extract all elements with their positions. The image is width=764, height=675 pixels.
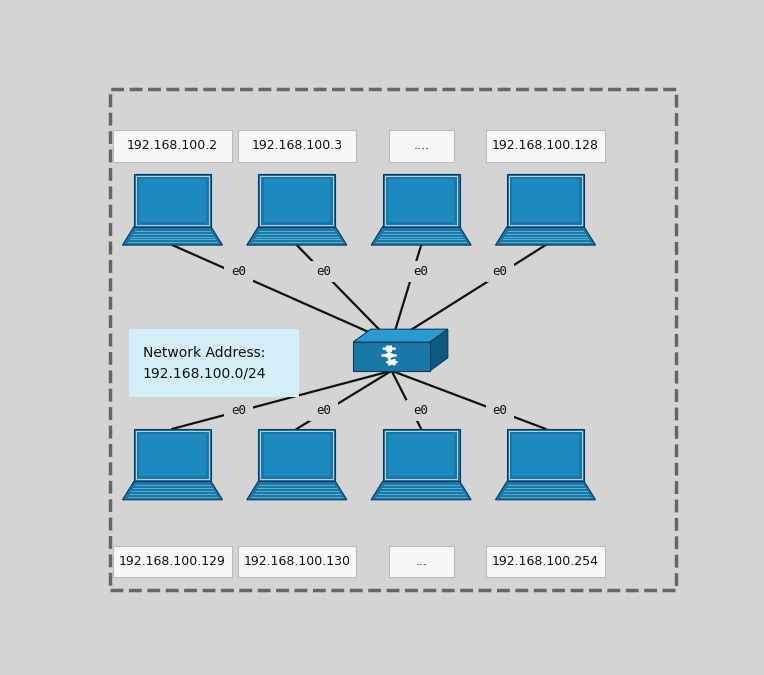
FancyBboxPatch shape: [129, 329, 299, 397]
Text: e0: e0: [316, 265, 331, 278]
FancyBboxPatch shape: [486, 400, 514, 421]
Polygon shape: [247, 227, 347, 245]
Polygon shape: [247, 481, 347, 500]
Text: 192.168.100.129: 192.168.100.129: [119, 556, 226, 568]
FancyBboxPatch shape: [139, 179, 206, 222]
Polygon shape: [371, 227, 471, 245]
FancyBboxPatch shape: [238, 546, 356, 577]
FancyBboxPatch shape: [353, 342, 430, 371]
FancyBboxPatch shape: [224, 261, 253, 282]
FancyBboxPatch shape: [383, 429, 460, 481]
FancyBboxPatch shape: [309, 400, 338, 421]
Text: e0: e0: [231, 404, 246, 417]
Text: e0: e0: [316, 404, 331, 417]
Text: e0: e0: [413, 404, 428, 417]
FancyBboxPatch shape: [264, 179, 330, 222]
Text: ....: ....: [413, 140, 429, 153]
Text: e0: e0: [492, 404, 507, 417]
FancyBboxPatch shape: [487, 546, 605, 577]
FancyBboxPatch shape: [224, 400, 253, 421]
Polygon shape: [430, 329, 448, 371]
FancyBboxPatch shape: [258, 429, 335, 481]
Polygon shape: [122, 481, 222, 500]
Text: 192.168.100.3: 192.168.100.3: [251, 140, 342, 153]
FancyBboxPatch shape: [507, 174, 584, 227]
FancyBboxPatch shape: [113, 546, 231, 577]
Polygon shape: [496, 481, 595, 500]
FancyBboxPatch shape: [113, 130, 231, 161]
Text: e0: e0: [492, 265, 507, 278]
FancyBboxPatch shape: [388, 179, 455, 222]
FancyBboxPatch shape: [238, 130, 356, 161]
Text: e0: e0: [231, 265, 246, 278]
FancyBboxPatch shape: [486, 261, 514, 282]
FancyBboxPatch shape: [134, 429, 211, 481]
FancyBboxPatch shape: [134, 174, 211, 227]
FancyBboxPatch shape: [406, 400, 435, 421]
FancyBboxPatch shape: [389, 546, 454, 577]
FancyBboxPatch shape: [487, 130, 605, 161]
FancyBboxPatch shape: [388, 433, 455, 477]
FancyBboxPatch shape: [258, 174, 335, 227]
FancyBboxPatch shape: [406, 261, 435, 282]
Text: ...: ...: [415, 556, 427, 568]
FancyBboxPatch shape: [309, 261, 338, 282]
FancyBboxPatch shape: [513, 179, 578, 222]
Text: 192.168.100.128: 192.168.100.128: [492, 140, 599, 153]
FancyBboxPatch shape: [513, 433, 578, 477]
Text: e0: e0: [413, 265, 428, 278]
FancyBboxPatch shape: [110, 89, 676, 591]
Text: 192.168.100.130: 192.168.100.130: [243, 556, 351, 568]
Text: Network Address:
192.168.100.0/24: Network Address: 192.168.100.0/24: [143, 346, 267, 380]
FancyBboxPatch shape: [507, 429, 584, 481]
Polygon shape: [122, 227, 222, 245]
Text: 192.168.100.2: 192.168.100.2: [127, 140, 218, 153]
FancyBboxPatch shape: [389, 130, 454, 161]
FancyBboxPatch shape: [383, 174, 460, 227]
Polygon shape: [496, 227, 595, 245]
FancyBboxPatch shape: [139, 433, 206, 477]
Polygon shape: [371, 481, 471, 500]
FancyBboxPatch shape: [264, 433, 330, 477]
Polygon shape: [353, 329, 448, 342]
Text: 192.168.100.254: 192.168.100.254: [492, 556, 599, 568]
